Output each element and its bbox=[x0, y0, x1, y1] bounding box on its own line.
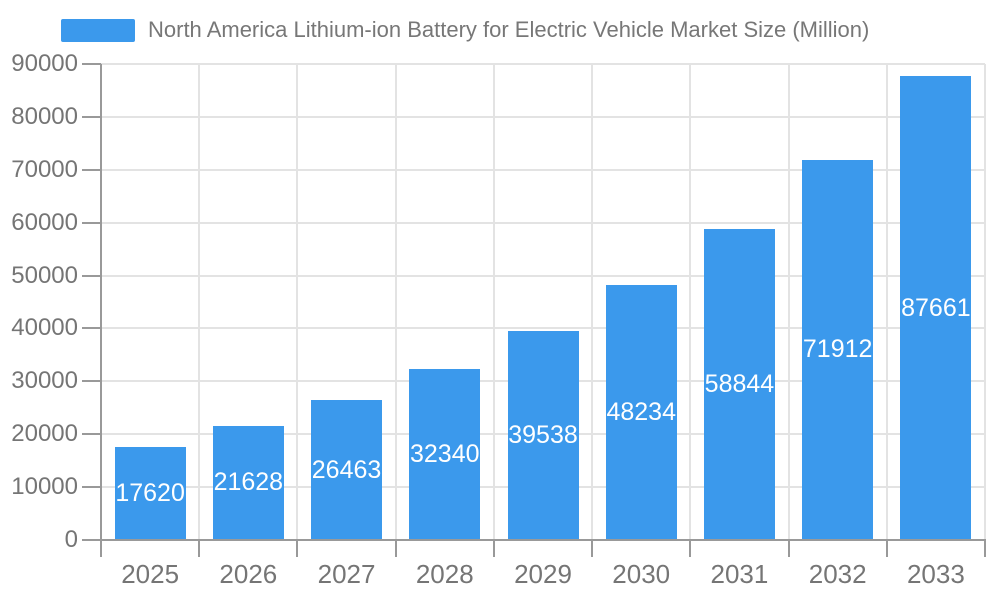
y-axis-tick bbox=[82, 274, 101, 277]
x-axis-label: 2033 bbox=[906, 559, 965, 589]
gridline-vertical bbox=[198, 64, 201, 540]
bar-2029[interactable]: 39538 bbox=[507, 330, 579, 540]
bar-2027[interactable]: 26463 bbox=[311, 400, 383, 540]
plot-area: 0 10000 20000 30000 40000 50000 60000 70000 8000… bbox=[11, 52, 986, 587]
gridline-vertical bbox=[394, 64, 397, 540]
gridline-vertical bbox=[296, 64, 299, 540]
x-axis-tick bbox=[492, 539, 495, 557]
bar-value-label: 26463 bbox=[311, 455, 382, 484]
y-axis-label: 60000 bbox=[11, 208, 78, 236]
y-axis-tick bbox=[82, 486, 101, 489]
y-axis-label: 10000 bbox=[11, 473, 78, 501]
x-axis-tick bbox=[689, 539, 692, 557]
x-axis-line bbox=[100, 539, 986, 541]
x-axis-tick bbox=[198, 539, 201, 557]
gridline-vertical bbox=[492, 64, 495, 540]
bar-2026[interactable]: 21628 bbox=[212, 425, 284, 540]
x-axis-label: 2031 bbox=[710, 559, 769, 589]
gridline-vertical bbox=[689, 64, 692, 540]
gridline-horizontal bbox=[101, 115, 985, 118]
x-axis-label: 2026 bbox=[219, 559, 278, 589]
x-axis-label: 2032 bbox=[808, 559, 867, 589]
gridline-horizontal bbox=[101, 63, 985, 65]
legend-swatch-icon bbox=[61, 18, 135, 42]
gridline-horizontal bbox=[101, 327, 985, 330]
x-axis-label: 2029 bbox=[514, 559, 572, 589]
legend: North America Lithium-ion Battery for El… bbox=[61, 17, 869, 43]
y-axis-tick bbox=[82, 115, 101, 118]
bar-value-label: 39538 bbox=[508, 420, 578, 449]
x-axis-tick bbox=[885, 539, 888, 557]
y-axis-label: 70000 bbox=[11, 155, 78, 183]
legend-label: North America Lithium-ion Battery for El… bbox=[148, 17, 870, 42]
y-axis-label: 80000 bbox=[11, 102, 78, 130]
bar-2030[interactable]: 48234 bbox=[605, 284, 677, 540]
x-axis-label: 2025 bbox=[121, 559, 180, 589]
legend-item[interactable]: North America Lithium-ion Battery for El… bbox=[61, 17, 869, 43]
y-axis-label: 90000 bbox=[11, 50, 78, 77]
y-axis-tick bbox=[82, 63, 101, 65]
bar-value-label: 48234 bbox=[606, 397, 676, 426]
x-axis-tick bbox=[100, 539, 102, 557]
y-axis-tick bbox=[82, 380, 101, 383]
x-axis-tick bbox=[296, 539, 299, 557]
gridline-vertical bbox=[591, 64, 594, 540]
gridline-vertical bbox=[885, 64, 888, 540]
bar-2028[interactable]: 32340 bbox=[409, 368, 481, 540]
gridline-horizontal bbox=[101, 221, 985, 224]
x-axis-label: 2028 bbox=[415, 559, 474, 589]
bar-2033[interactable]: 87661 bbox=[900, 76, 972, 540]
y-axis-label: 0 bbox=[64, 526, 78, 553]
x-axis-tick bbox=[591, 539, 594, 557]
bar-value-label: 71912 bbox=[802, 335, 873, 364]
y-axis-label: 50000 bbox=[11, 261, 78, 289]
gridline-horizontal bbox=[101, 274, 985, 277]
bar-2031[interactable]: 58844 bbox=[703, 228, 775, 540]
bar-2025[interactable]: 17620 bbox=[114, 446, 186, 540]
x-axis-tick bbox=[984, 539, 986, 557]
bar-value-label: 32340 bbox=[410, 439, 480, 468]
bar-value-label: 21628 bbox=[213, 468, 284, 497]
y-axis-label: 30000 bbox=[11, 367, 78, 395]
y-axis-tick bbox=[82, 539, 101, 541]
x-axis-tick bbox=[787, 539, 790, 557]
bar-value-label: 58844 bbox=[704, 369, 775, 398]
bar-value-label: 17620 bbox=[115, 478, 185, 507]
y-axis-tick bbox=[82, 433, 101, 436]
y-axis-tick bbox=[82, 168, 101, 171]
y-axis-tick bbox=[82, 327, 101, 330]
y-axis-label: 20000 bbox=[11, 420, 78, 448]
x-axis-tick bbox=[394, 539, 397, 557]
x-axis-label: 2027 bbox=[317, 559, 376, 589]
y-axis-label: 40000 bbox=[11, 314, 78, 342]
x-axis-label: 2030 bbox=[612, 559, 671, 589]
y-axis-line bbox=[100, 64, 102, 540]
gridline-vertical bbox=[984, 64, 986, 540]
gridline-vertical bbox=[787, 64, 790, 540]
bar-2032[interactable]: 71912 bbox=[802, 159, 874, 540]
gridline-horizontal bbox=[101, 168, 985, 171]
y-axis-tick bbox=[82, 221, 101, 224]
bar-value-label: 87661 bbox=[901, 293, 971, 322]
